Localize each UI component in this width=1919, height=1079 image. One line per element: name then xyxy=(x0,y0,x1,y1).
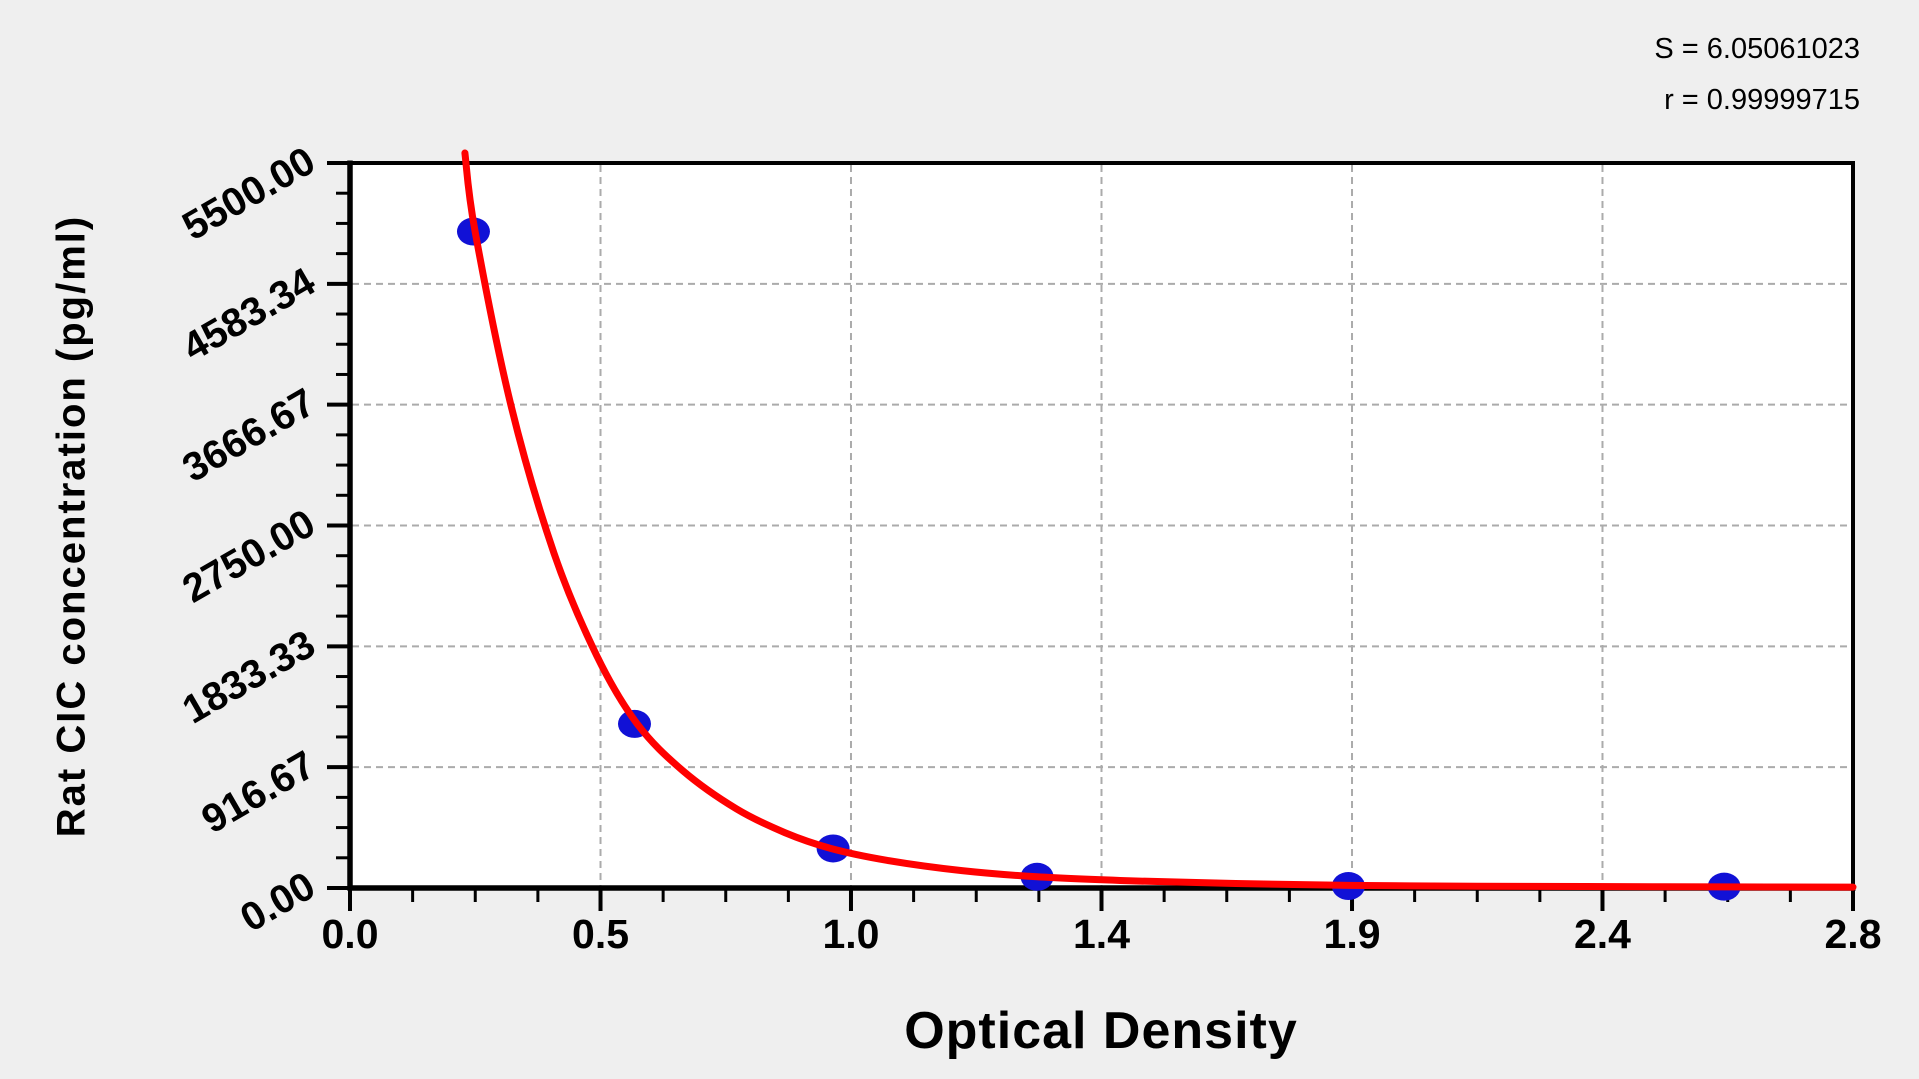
s-statistic: S = 6.05061023 xyxy=(1654,33,1860,65)
y-tick-label: 5500.00 xyxy=(175,139,322,249)
x-tick-label: 1.4 xyxy=(1073,911,1130,957)
y-tick-label: 2750.00 xyxy=(175,501,322,611)
x-tick-label: 1.9 xyxy=(1324,911,1381,957)
x-tick-label: 1.0 xyxy=(822,911,879,957)
x-tick-label: 2.4 xyxy=(1574,911,1631,957)
fit-statistics: S = 6.05061023 r = 0.99999715 xyxy=(1654,24,1860,126)
x-axis-title: Optical Density xyxy=(904,1002,1298,1060)
x-tick-label: 2.8 xyxy=(1825,911,1882,957)
y-tick-label: 0.00 xyxy=(233,864,322,941)
y-tick-label: 3666.67 xyxy=(175,380,322,490)
x-tick-label: 0.5 xyxy=(572,911,629,957)
y-tick-label: 1833.33 xyxy=(175,622,322,732)
y-tick-label: 916.67 xyxy=(195,743,323,842)
y-tick-label: 4583.34 xyxy=(175,259,323,370)
y-axis-title: Rat CIC concentration (pg/ml) xyxy=(49,214,94,838)
r-statistic: r = 0.99999715 xyxy=(1664,84,1860,116)
standard-curve xyxy=(461,149,1857,891)
x-tick-label: 0.0 xyxy=(322,911,379,957)
